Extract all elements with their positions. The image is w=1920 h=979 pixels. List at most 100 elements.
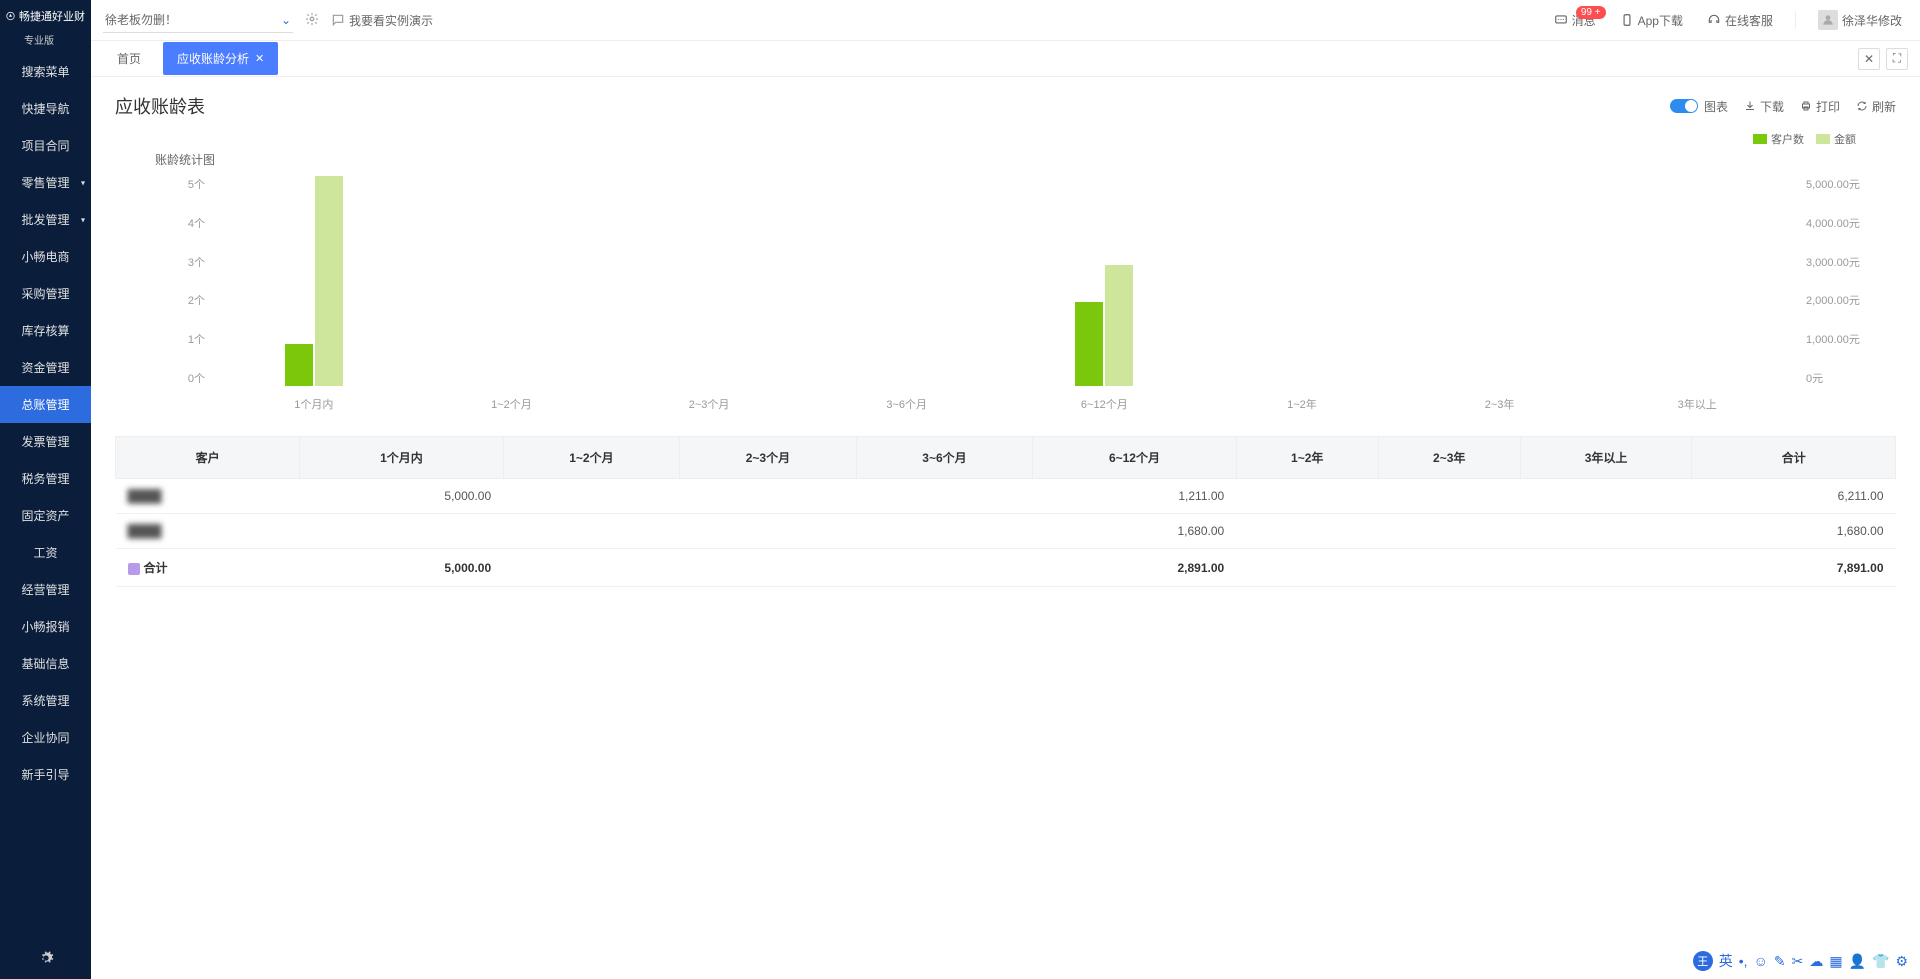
value-cell — [1378, 514, 1520, 549]
data-table: 客户1个月内1~2个月2~3个月3~6个月6~12个月1~2年2~3年3年以上合… — [115, 436, 1896, 587]
print-button[interactable]: 打印 — [1800, 98, 1840, 115]
ime-grid-icon[interactable]: ▦ — [1829, 953, 1842, 970]
ime-person-icon[interactable]: 👤 — [1849, 953, 1866, 970]
total-value-cell — [856, 549, 1033, 587]
x-axis: 1个月内1~2个月2~3个月3~6个月6~12个月1~2年2~3年3年以上 — [215, 390, 1796, 416]
page-header: 应收账龄表 图表 下载 打印 — [115, 93, 1896, 119]
value-cell — [300, 514, 503, 549]
brand-edition: 专业版 — [0, 32, 91, 53]
tab-home[interactable]: 首页 — [103, 42, 155, 75]
ime-cut-icon[interactable]: ✂ — [1792, 953, 1804, 970]
total-value-cell — [680, 549, 857, 587]
sidebar-item-12[interactable]: 固定资产 — [0, 497, 91, 534]
y-right-tick: 4,000.00元 — [1806, 215, 1866, 231]
ime-edit-icon[interactable]: ✎ — [1774, 953, 1786, 970]
fullscreen-button[interactable]: ⛶ — [1886, 48, 1908, 70]
value-cell — [680, 514, 857, 549]
swatch-icon — [1816, 134, 1830, 144]
download-label: App下载 — [1638, 12, 1683, 29]
sidebar-item-5[interactable]: 小畅电商 — [0, 238, 91, 275]
table-header-row: 客户1个月内1~2个月2~3个月3~6个月6~12个月1~2年2~3年3年以上合… — [116, 437, 1896, 479]
table-column-header: 2~3年 — [1378, 437, 1520, 479]
ime-smile-icon[interactable]: ☺ — [1754, 953, 1768, 969]
sidebar-item-6[interactable]: 采购管理 — [0, 275, 91, 312]
value-cell — [1378, 479, 1520, 514]
sidebar-item-3[interactable]: 零售管理▾ — [0, 164, 91, 201]
tab-label: 应收账龄分析 — [177, 50, 249, 67]
sidebar-item-4[interactable]: 批发管理▾ — [0, 201, 91, 238]
table-column-header: 2~3个月 — [680, 437, 857, 479]
chart-toggle[interactable] — [1670, 99, 1698, 113]
toggle-label: 图表 — [1704, 98, 1728, 115]
value-cell — [1520, 514, 1692, 549]
sidebar-item-10[interactable]: 发票管理 — [0, 423, 91, 460]
sidebar-item-13[interactable]: 工资 — [0, 534, 91, 571]
sidebar-item-16[interactable]: 基础信息 — [0, 645, 91, 682]
brand-logo: 畅捷通好业财 — [0, 0, 91, 32]
table-column-header: 6~12个月 — [1033, 437, 1236, 479]
y-axis-right: 5,000.00元4,000.00元3,000.00元2,000.00元1,00… — [1806, 176, 1866, 386]
value-cell — [856, 479, 1033, 514]
ime-gear-icon[interactable]: ⚙ — [1895, 953, 1908, 970]
close-all-button[interactable]: ✕ — [1858, 48, 1880, 70]
x-tick: 1~2年 — [1203, 390, 1401, 416]
sidebar-item-9[interactable]: 总账管理 — [0, 386, 91, 423]
sidebar-item-8[interactable]: 资金管理 — [0, 349, 91, 386]
y-right-tick: 0元 — [1806, 370, 1866, 386]
value-cell: 1,680.00 — [1692, 514, 1896, 549]
x-tick: 1个月内 — [215, 390, 413, 416]
chart-plot — [215, 176, 1796, 386]
ime-lang[interactable]: 英 — [1719, 951, 1733, 971]
swatch-icon — [1753, 134, 1767, 144]
ime-punct-icon[interactable]: •, — [1739, 953, 1748, 969]
download-button[interactable]: 下载 — [1744, 98, 1784, 115]
y-right-tick: 3,000.00元 — [1806, 254, 1866, 270]
sidebar-item-0[interactable]: 搜索菜单 — [0, 53, 91, 90]
x-tick: 3年以上 — [1598, 390, 1796, 416]
user-menu[interactable]: 徐泽华修改 — [1812, 10, 1908, 30]
sidebar-item-19[interactable]: 新手引导 — [0, 756, 91, 793]
messages-button[interactable]: 消息 99 + — [1548, 12, 1602, 29]
total-value-cell — [1378, 549, 1520, 587]
org-selector[interactable]: 徐老板勿删！ ⌄ — [103, 7, 293, 33]
download-button[interactable]: App下载 — [1614, 12, 1689, 29]
value-cell — [680, 479, 857, 514]
y-right-tick: 5,000.00元 — [1806, 176, 1866, 192]
sidebar-item-2[interactable]: 项目合同 — [0, 127, 91, 164]
sidebar-item-15[interactable]: 小畅报销 — [0, 608, 91, 645]
customer-cell: ████ — [116, 514, 300, 549]
table-column-header: 1个月内 — [300, 437, 503, 479]
value-cell — [1236, 514, 1378, 549]
service-button[interactable]: 在线客服 — [1701, 12, 1779, 29]
total-icon — [128, 563, 140, 575]
customer-cell: ████ — [116, 479, 300, 514]
org-settings-button[interactable] — [305, 12, 319, 29]
table-column-header: 3~6个月 — [856, 437, 1033, 479]
sidebar-item-7[interactable]: 库存核算 — [0, 312, 91, 349]
x-tick: 2~3年 — [1401, 390, 1599, 416]
total-value-cell: 7,891.00 — [1692, 549, 1896, 587]
main: 徐老板勿删！ ⌄ 我要看实例演示 消息 99 + App下载 — [91, 0, 1920, 979]
sidebar-item-14[interactable]: 经营管理 — [0, 571, 91, 608]
ime-cloud-icon[interactable]: ☁ — [1809, 953, 1823, 970]
sidebar-item-17[interactable]: 系统管理 — [0, 682, 91, 719]
refresh-button[interactable]: 刷新 — [1856, 98, 1896, 115]
x-tick: 2~3个月 — [610, 390, 808, 416]
value-cell: 1,211.00 — [1033, 479, 1236, 514]
sidebar-item-18[interactable]: 企业协同 — [0, 719, 91, 756]
sidebar-settings[interactable] — [0, 940, 91, 979]
logo-icon — [6, 8, 15, 24]
bar-group — [285, 176, 343, 386]
close-icon[interactable]: ✕ — [255, 52, 264, 65]
ime-shirt-icon[interactable]: 👕 — [1872, 953, 1889, 970]
tab-aging-analysis[interactable]: 应收账龄分析 ✕ — [163, 42, 278, 75]
chart-area: 5个4个3个2个1个0个 5,000.00元4,000.00元3,000.00元… — [155, 176, 1856, 416]
sidebar-item-1[interactable]: 快捷导航 — [0, 90, 91, 127]
ime-badge[interactable]: 王 — [1693, 951, 1713, 971]
sidebar-item-11[interactable]: 税务管理 — [0, 460, 91, 497]
demo-label: 我要看实例演示 — [349, 12, 433, 29]
demo-link[interactable]: 我要看实例演示 — [331, 12, 433, 29]
chevron-down-icon: ▾ — [81, 215, 85, 224]
tabbar: 首页 应收账龄分析 ✕ ✕ ⛶ — [91, 41, 1920, 77]
headset-icon — [1707, 13, 1721, 27]
